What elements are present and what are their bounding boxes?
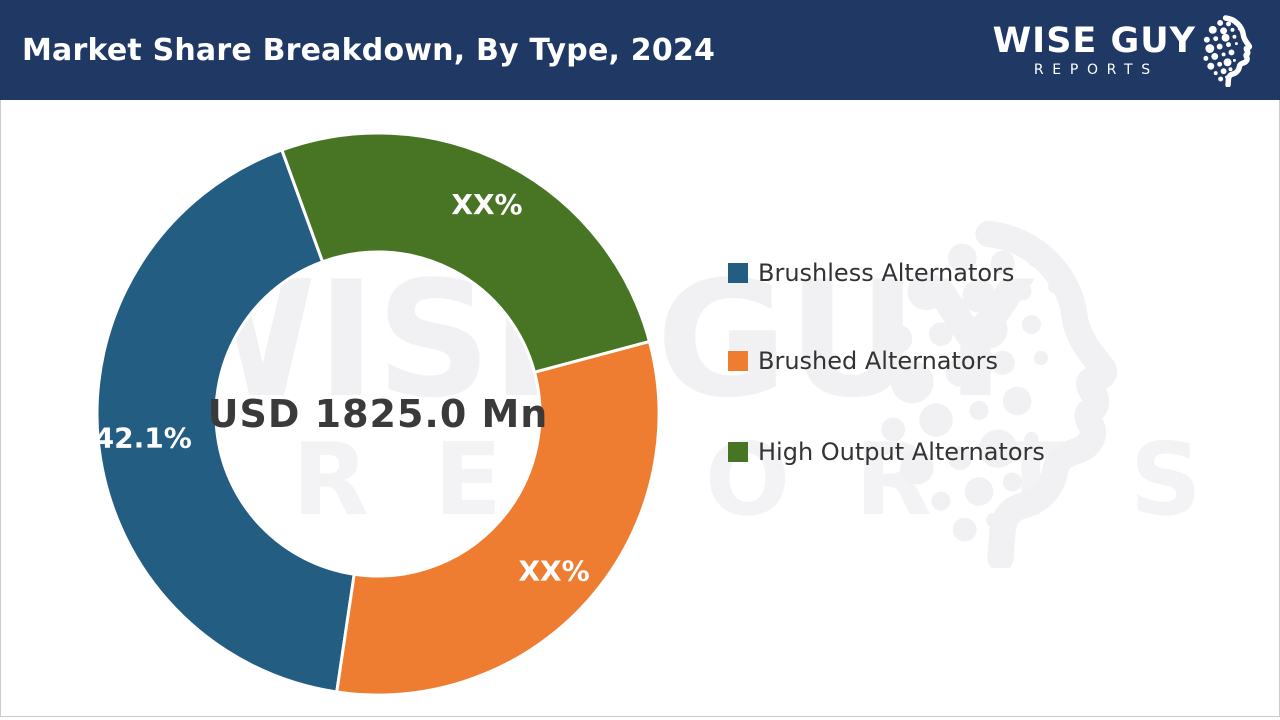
legend-item: High Output Alternators: [728, 435, 1045, 469]
legend-swatch-blue: [728, 263, 748, 283]
dotted-face-icon: [1198, 13, 1262, 88]
donut-slice: [335, 339, 661, 697]
legend-swatch-green: [728, 442, 748, 462]
legend-swatch-orange: [728, 351, 748, 371]
slice-percentage-label: XX%: [518, 555, 589, 588]
wise-guy-logo: WISE GUY REPORTS: [992, 13, 1262, 88]
donut-slice: [280, 131, 651, 374]
legend-item: Brushless Alternators: [728, 256, 1014, 290]
watermark-face-icon: [855, 210, 1165, 572]
slice-percentage-label: 42.1%: [95, 421, 192, 454]
legend-item: Brushed Alternators: [728, 344, 998, 378]
chart-center-value: USD 1825.0 Mn: [207, 392, 549, 436]
logo-wordmark: WISE GUY: [992, 20, 1196, 61]
header-bar: Market Share Breakdown, By Type, 2024 WI…: [0, 0, 1280, 100]
page-title: Market Share Breakdown, By Type, 2024: [22, 32, 716, 68]
donut-slice: [95, 148, 356, 694]
logo-subtext: REPORTS: [1033, 61, 1159, 78]
donut-chart: 42.1% XX% XX%: [95, 131, 661, 697]
chart-area: WISE GUY R E P O R T S 42.1% XX% XX% USD 1…: [0, 100, 1280, 720]
slice-percentage-label: XX%: [451, 188, 522, 221]
